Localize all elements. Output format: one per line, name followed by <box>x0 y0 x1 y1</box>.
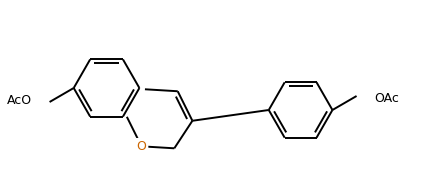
Text: AcO: AcO <box>6 93 32 107</box>
Text: O: O <box>137 140 146 153</box>
Text: OAc: OAc <box>374 91 399 105</box>
